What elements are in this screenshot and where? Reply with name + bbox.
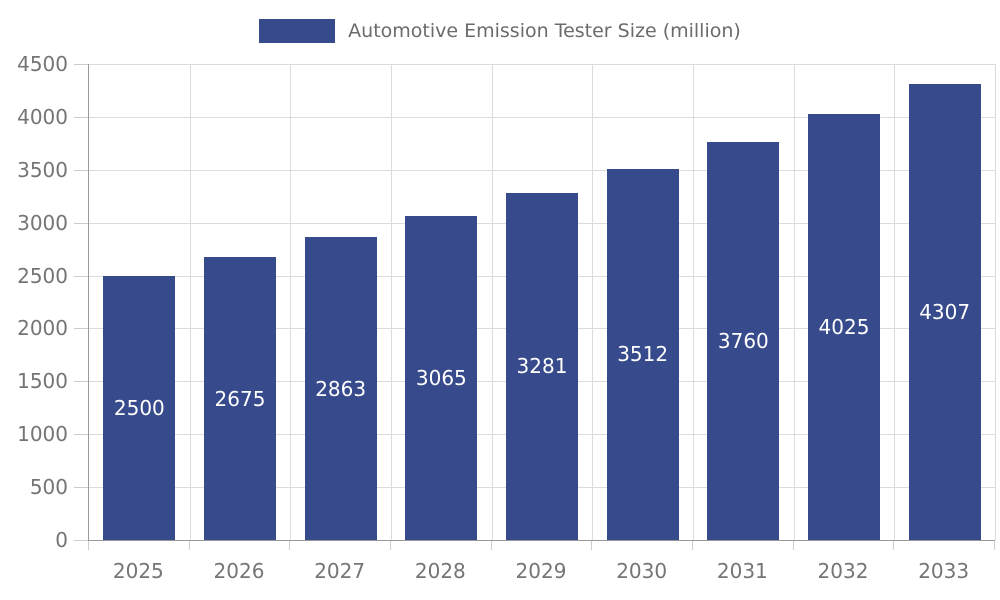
x-tick-mark — [490, 541, 492, 550]
y-tick-label: 3500 — [17, 157, 68, 182]
bar-value-label: 4025 — [818, 315, 870, 340]
bar-value-label: 3760 — [717, 329, 769, 354]
legend-swatch — [259, 19, 336, 43]
y-tick-label: 2000 — [17, 316, 68, 341]
x-tick-label: 2030 — [616, 559, 668, 583]
y-tick-mark — [74, 222, 88, 224]
y-tick-mark — [74, 540, 88, 541]
gridline-vertical — [592, 64, 594, 540]
gridline-vertical — [693, 64, 694, 540]
y-tick-label: 2500 — [17, 263, 68, 288]
gridline-vertical — [189, 64, 191, 540]
y-tick-label: 500 — [29, 475, 68, 500]
y-tick-mark — [74, 169, 88, 171]
x-tick-label: 2031 — [716, 559, 768, 583]
x-tick-mark — [88, 541, 89, 550]
y-tick-mark — [74, 116, 88, 118]
bar: 3065 — [405, 215, 478, 540]
x-tick-label: 2029 — [515, 559, 567, 583]
gridline-horizontal — [89, 169, 995, 171]
x-tick-label: 2025 — [112, 559, 164, 583]
bar-value-label: 4307 — [919, 300, 971, 325]
x-tick-mark — [792, 541, 794, 550]
gridline-vertical — [290, 64, 292, 540]
bar-value-label: 2675 — [214, 386, 266, 411]
x-tick-mark — [692, 541, 693, 550]
x-tick-label: 2032 — [817, 559, 869, 583]
y-tick-mark — [74, 434, 88, 436]
x-tick-mark — [994, 541, 995, 550]
bar: 4307 — [908, 84, 981, 540]
x-tick-label: 2028 — [414, 559, 466, 583]
x-tick-mark — [188, 541, 190, 550]
x-tick-mark — [289, 541, 291, 550]
bar: 4025 — [808, 114, 880, 540]
bar: 2863 — [304, 237, 377, 540]
y-tick-label: 0 — [55, 528, 68, 552]
x-tick-label: 2026 — [213, 559, 265, 583]
gridline-vertical — [491, 64, 493, 540]
x-tick-mark — [893, 541, 895, 550]
bar: 2500 — [103, 275, 176, 540]
y-tick-label: 1500 — [17, 369, 68, 394]
legend-item[interactable]: Automotive Emission Tester Size (million… — [0, 19, 1000, 43]
bar-value-label: 2863 — [315, 376, 367, 401]
bar: 2675 — [204, 257, 276, 540]
gridline-vertical — [995, 64, 996, 540]
bar: 3281 — [506, 192, 578, 540]
y-tick-label: 3000 — [17, 210, 68, 235]
y-tick-label: 4000 — [17, 104, 68, 129]
gridline-vertical — [793, 64, 795, 540]
bar-value-label: 3512 — [617, 342, 669, 367]
gridline-vertical — [391, 64, 392, 540]
bar-value-label: 3065 — [415, 365, 467, 390]
y-tick-mark — [74, 381, 88, 383]
bar-value-label: 3281 — [516, 354, 568, 379]
gridline-vertical — [894, 64, 896, 540]
bar-value-label: 2500 — [113, 395, 165, 420]
x-tick-mark — [591, 541, 593, 550]
y-tick-mark — [74, 487, 88, 489]
y-tick-label: 1000 — [17, 422, 68, 447]
x-tick-mark — [390, 541, 391, 550]
gridline-horizontal — [89, 116, 995, 118]
y-tick-mark — [74, 64, 88, 65]
y-tick-label: 4500 — [17, 52, 68, 76]
bar: 3512 — [606, 168, 679, 540]
x-tick-label: 2027 — [314, 559, 366, 583]
legend-label: Automotive Emission Tester Size (million… — [348, 20, 741, 42]
gridline-horizontal — [89, 64, 995, 65]
y-tick-mark — [74, 275, 88, 277]
y-tick-mark — [74, 328, 88, 330]
bar: 3760 — [707, 142, 780, 540]
x-tick-label: 2033 — [918, 559, 970, 583]
plot-area: 2500 2675 2863 3065 3281 3512 3760 4025 4307 — [88, 64, 996, 541]
